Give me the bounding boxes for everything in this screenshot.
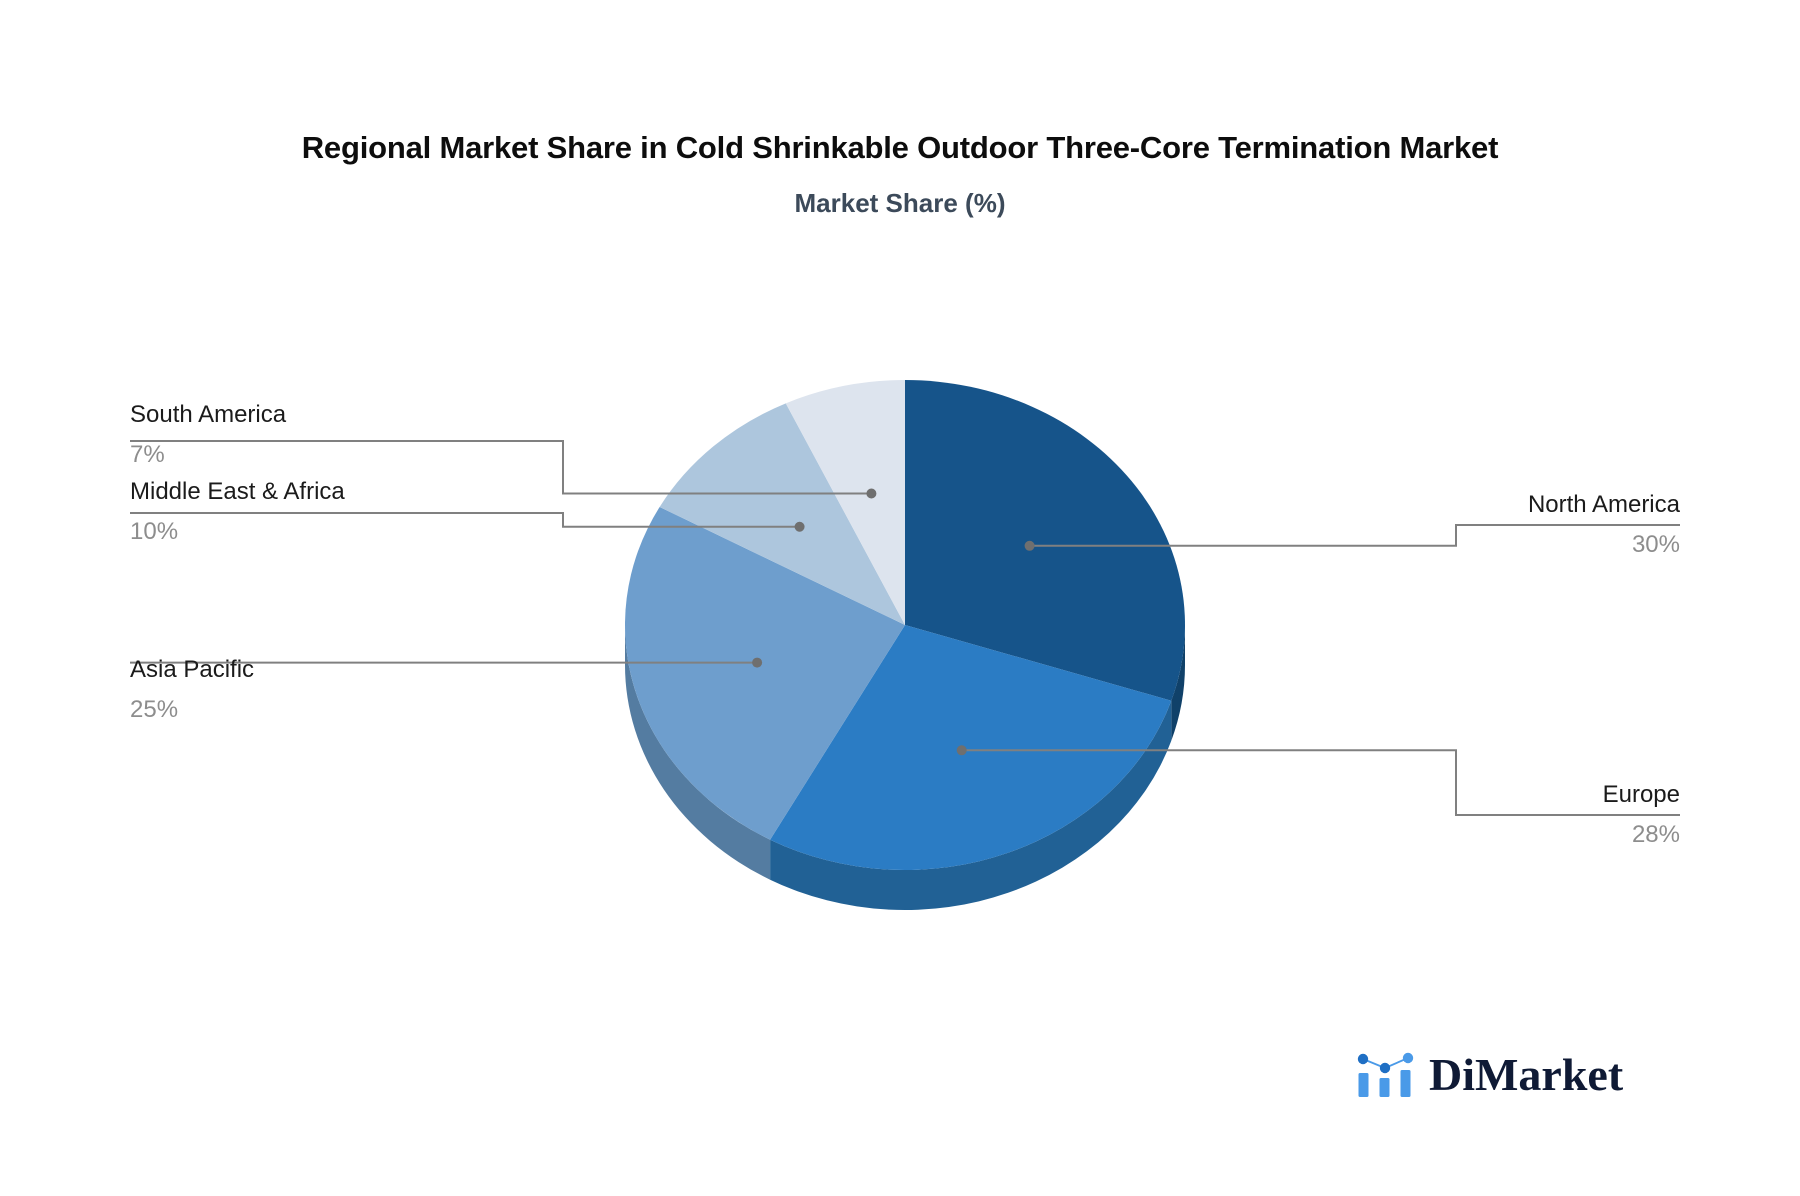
leader-dot-north-america — [1024, 540, 1035, 551]
leader-dot-asia-pacific — [752, 657, 763, 668]
chart-title: Regional Market Share in Cold Shrinkable… — [301, 130, 1499, 165]
leader-dot-south-america — [866, 488, 877, 499]
label-south-america[interactable]: South America 7% — [130, 400, 560, 470]
leader-dot-europe — [956, 745, 967, 756]
brand-logo-text: DiMarket — [1429, 1049, 1624, 1100]
slice-europe[interactable] — [770, 625, 1172, 870]
brand-logo: DiMarket — [1355, 1040, 1623, 1110]
label-asia-pacific-value: 25% — [130, 696, 179, 723]
label-north-america-name: North America — [1527, 491, 1680, 518]
label-south-america-value: 7% — [130, 441, 165, 468]
label-north-america-value: 30% — [1631, 531, 1680, 558]
bar-chart-dots-icon — [1357, 1052, 1414, 1097]
slice-side-asia-pacific — [625, 625, 771, 880]
chart-subtitle: Market Share (%) — [794, 188, 1006, 218]
slice-asia-pacific[interactable] — [625, 506, 905, 840]
slice-south-america[interactable] — [785, 380, 905, 625]
slice-side-north-america — [1171, 625, 1185, 741]
leader-middle-east-africa — [130, 512, 800, 528]
label-middle-east-africa-name: Middle East & Africa — [130, 478, 345, 505]
pie-slices — [625, 379, 1185, 870]
pie-3d-depth — [625, 625, 1185, 910]
label-europe-value: 28% — [1631, 821, 1680, 848]
label-asia-pacific-name: Asia Pacific — [130, 656, 255, 683]
slice-side-europe — [770, 700, 1172, 910]
leader-europe — [961, 749, 1680, 816]
label-asia-pacific[interactable]: Asia Pacific 25% — [130, 655, 560, 725]
label-north-america[interactable]: North America 30% — [1250, 490, 1680, 560]
leader-north-america — [1029, 524, 1680, 547]
label-europe[interactable]: Europe 28% — [1250, 780, 1680, 850]
label-middle-east-africa[interactable]: Middle East & Africa 10% — [130, 477, 560, 547]
label-south-america-name: South America — [130, 401, 287, 428]
leader-south-america — [130, 440, 872, 495]
label-middle-east-africa-value: 10% — [130, 518, 179, 545]
slice-north-america[interactable] — [905, 379, 1185, 701]
leader-dots — [752, 488, 1035, 756]
slice-middle-east-africa[interactable] — [659, 403, 905, 625]
leader-lines — [130, 440, 1680, 816]
leader-dot-middle-east-africa — [794, 521, 805, 532]
label-europe-name: Europe — [1602, 781, 1680, 808]
